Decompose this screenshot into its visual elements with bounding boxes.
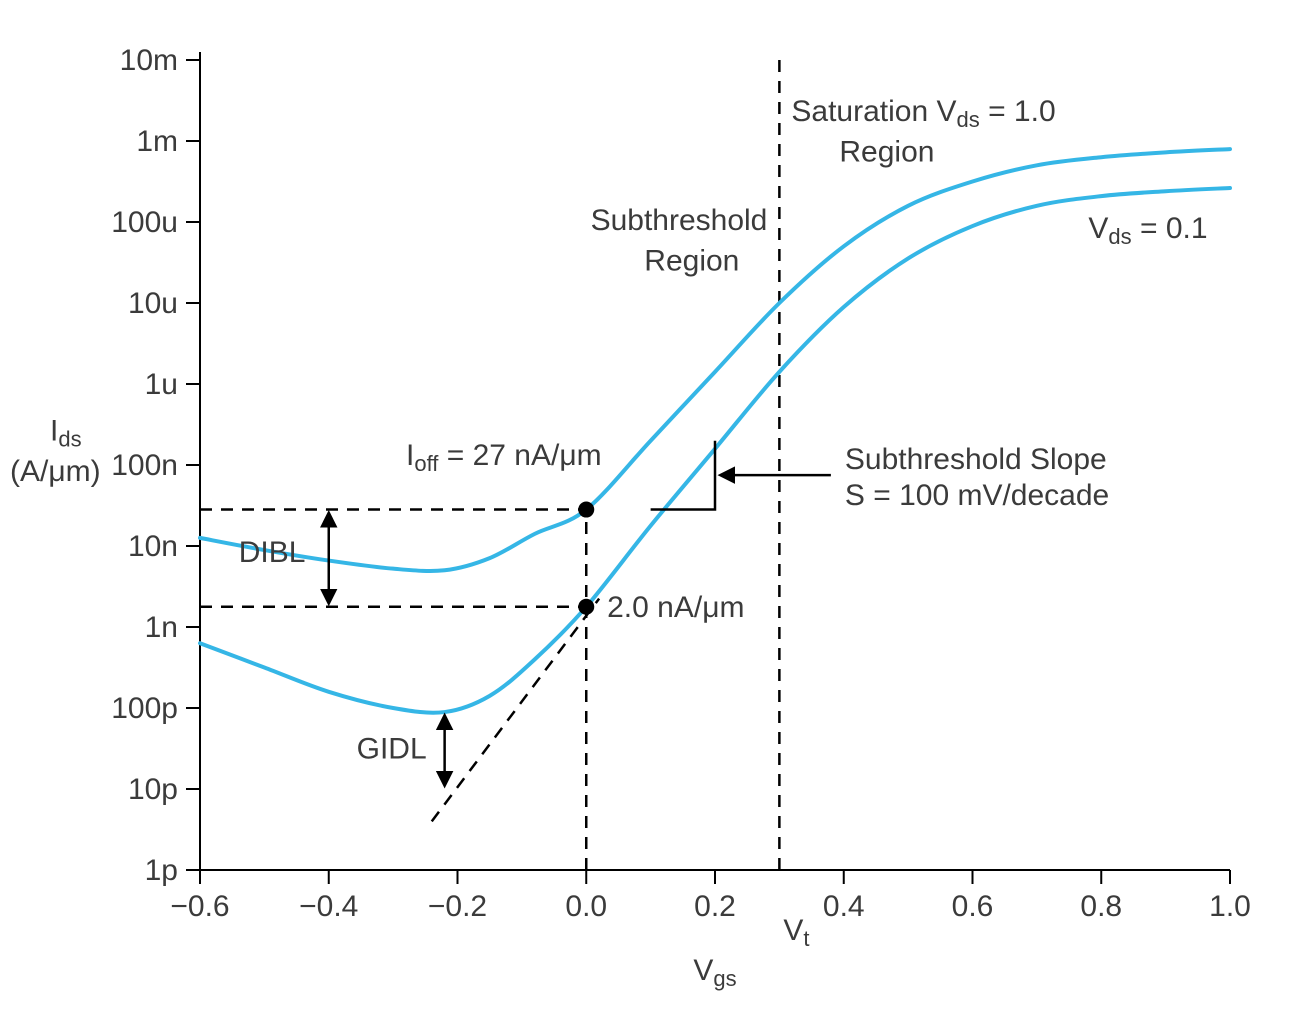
y-tick-label: 100p bbox=[111, 692, 178, 725]
x-tick-label: −0.4 bbox=[299, 890, 358, 923]
ids-vgs-chart: 10m 1m 100u 10u 1u 100n 10n 1n 100p 10p 1p−0.6 −0.4… bbox=[0, 0, 1309, 1015]
y-tick-label: 100u bbox=[111, 206, 178, 239]
subthreshold-label-1: Subthreshold bbox=[591, 204, 768, 237]
y-tick-label: 1u bbox=[145, 368, 178, 401]
x-tick-label: −0.2 bbox=[428, 890, 487, 923]
x-tick-label: 0.8 bbox=[1080, 890, 1122, 923]
saturation-label-1: Saturation Vds = 1.0 bbox=[791, 95, 1055, 132]
y-tick-label: 10n bbox=[128, 530, 178, 563]
ioff-lower bbox=[578, 599, 594, 615]
y-tick-label: 1n bbox=[145, 611, 178, 644]
y-tick-label: 10u bbox=[128, 287, 178, 320]
slope-label-1: Subthreshold Slope bbox=[845, 443, 1107, 476]
slope-label-2: S = 100 mV/decade bbox=[845, 479, 1109, 512]
y-tick-label: 1m bbox=[136, 125, 178, 158]
saturation-label-2: Region bbox=[839, 135, 934, 168]
slope-triangle bbox=[651, 441, 715, 510]
x-tick-label: 0.0 bbox=[565, 890, 607, 923]
subthreshold-label-2: Region bbox=[644, 245, 739, 278]
vds-0p1-label: Vds = 0.1 bbox=[1088, 212, 1207, 249]
x-tick-label: 0.2 bbox=[694, 890, 736, 923]
x-tick-label: 0.6 bbox=[952, 890, 994, 923]
ioff-upper bbox=[578, 502, 594, 518]
ioff-2na-label: 2.0 nA/μm bbox=[607, 591, 744, 624]
x-tick-label: −0.6 bbox=[170, 890, 229, 923]
x-axis-label: Vgs bbox=[693, 954, 736, 991]
ioff-27na-label: Ioff = 27 nA/μm bbox=[406, 439, 602, 476]
y-axis-unit: (A/μm) bbox=[10, 455, 101, 488]
vt-label: Vt bbox=[783, 914, 809, 951]
y-axis-label: Ids bbox=[50, 415, 82, 452]
y-tick-label: 100n bbox=[111, 449, 178, 482]
x-tick-label: 0.4 bbox=[823, 890, 865, 923]
y-tick-label: 10m bbox=[120, 44, 178, 77]
gidl-label: GIDL bbox=[357, 733, 427, 766]
y-tick-label: 10p bbox=[128, 773, 178, 806]
x-tick-label: 1.0 bbox=[1209, 890, 1251, 923]
y-tick-label: 1p bbox=[145, 854, 178, 887]
dibl-label: DIBL bbox=[239, 536, 306, 569]
